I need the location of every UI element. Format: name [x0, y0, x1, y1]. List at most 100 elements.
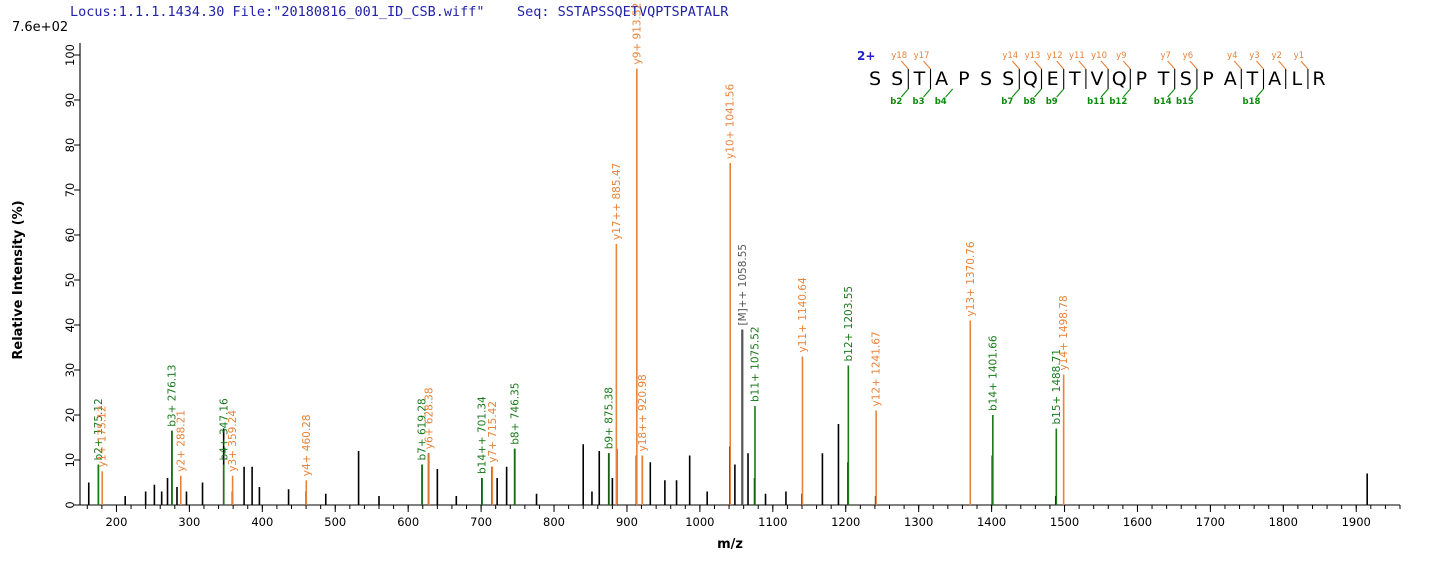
b-ion-label: b11 — [1087, 97, 1105, 104]
precursor-charge-label: 2+ — [857, 49, 875, 63]
y-ion-label: y2 — [1271, 51, 1281, 61]
y-ion-label: y3 — [1249, 51, 1259, 61]
residue-letter: A — [1268, 68, 1281, 90]
peak-label: b14+ 1401.66 — [987, 335, 999, 411]
residue-letter: S — [1180, 68, 1192, 90]
y-ion-tick — [1233, 60, 1242, 70]
residue-letter: Q — [1023, 68, 1038, 90]
y-ion-label: y7 — [1160, 51, 1170, 61]
residue-letter: S — [1002, 68, 1014, 90]
y-tick-label: 80 — [63, 138, 77, 153]
peak-label: b2+ 175.12 — [93, 398, 105, 460]
y-ion-label: y14 — [1002, 51, 1018, 61]
x-tick-label: 1200 — [831, 515, 860, 529]
residue-letter: A — [1224, 68, 1237, 90]
peak-label: b9+ 875.38 — [604, 387, 616, 449]
b-ion-label: b8 — [1024, 97, 1036, 104]
b-ion-tick — [945, 88, 954, 98]
y-ion-label: y12 — [1047, 51, 1063, 61]
y-ion-label: y17 — [914, 51, 930, 61]
b-ion-tick — [1167, 88, 1176, 98]
peak-label: y3+ 359.24 — [227, 410, 239, 472]
x-tick-label: 700 — [470, 515, 492, 529]
residue-letter: P — [1136, 68, 1147, 90]
y-ion-tick — [1278, 60, 1287, 70]
x-tick-label: 1500 — [1050, 515, 1079, 529]
b-ion-label: b7 — [1001, 97, 1013, 104]
x-tick-label: 800 — [543, 515, 565, 529]
y-tick-label: 20 — [63, 408, 77, 423]
x-tick-label: 1800 — [1269, 515, 1298, 529]
peak-label: b3+ 276.13 — [166, 365, 178, 427]
b-ion-label: b3 — [913, 97, 925, 104]
peak-label: y10+ 1041.56 — [725, 84, 737, 159]
peak-label: y1+ 175.12 — [97, 405, 109, 467]
b-ion-label: b4 — [935, 97, 947, 104]
y-ion-label: y9 — [1116, 51, 1126, 61]
x-tick-label: 1700 — [1196, 515, 1225, 529]
b-ion-tick — [1011, 88, 1020, 98]
y-ion-label: y6 — [1183, 51, 1193, 61]
y-ion-label: y10 — [1091, 51, 1107, 61]
peak-label: b7+ 619.28 — [417, 398, 429, 460]
x-tick-label: 1600 — [1123, 515, 1152, 529]
y-tick-label: 0 — [63, 501, 77, 508]
y-ion-tick — [923, 60, 931, 70]
peak-label: y4+ 460.28 — [301, 414, 313, 476]
base-peak-scale-label: 7.6e+02 — [12, 20, 69, 35]
y-ion-tick — [1011, 60, 1020, 70]
b-ion-label: b12 — [1109, 97, 1127, 104]
x-tick-label: 1900 — [1342, 515, 1371, 529]
y-tick-label: 100 — [63, 44, 77, 66]
b-ion-label: b9 — [1046, 97, 1058, 104]
y-ion-tick — [900, 60, 909, 70]
b-ion-tick — [900, 88, 909, 98]
peak-label: [M]++ 1058.55 — [737, 244, 749, 326]
b-ion-tick — [923, 88, 931, 98]
peak-label: b8+ 746.35 — [509, 383, 521, 445]
x-tick-label: 400 — [251, 515, 273, 529]
residue-letter: P — [958, 68, 969, 90]
x-tick-label: 1300 — [904, 515, 933, 529]
peak-label: y18++ 920.98 — [637, 374, 649, 451]
spectrum-header: Locus:1.1.1.1434.30 File:"20180816_001_I… — [0, 4, 1436, 26]
y-tick-label: 90 — [63, 93, 77, 108]
peak-label: y14+ 1498.78 — [1058, 295, 1070, 370]
peak-label: b14++ 701.34 — [477, 396, 489, 474]
residue-letter: P — [1202, 68, 1213, 90]
b-ion-label: b14 — [1154, 97, 1172, 104]
locus-file-seq-text: Locus:1.1.1.1434.30 File:"20180816_001_I… — [70, 4, 729, 20]
b-ion-tick — [1189, 88, 1198, 98]
residue-letter: R — [1312, 68, 1325, 90]
residue-letter: T — [1068, 68, 1081, 90]
y-axis-title: Relative Intensity (%) — [11, 200, 26, 359]
peak-label: b11+ 1075.52 — [749, 326, 761, 402]
peak-label: y17++ 885.47 — [611, 163, 623, 240]
y-ion-tick — [1034, 60, 1042, 70]
x-axis-title: m/z — [717, 537, 743, 552]
y-ion-tick — [1056, 60, 1065, 70]
residue-letter: S — [869, 68, 881, 90]
residue-letter: A — [935, 68, 948, 90]
y-ion-tick — [1167, 60, 1176, 70]
b-ion-label: b15 — [1176, 97, 1194, 104]
peak-label: y2+ 288.21 — [175, 410, 187, 472]
y-ion-tick — [1189, 60, 1198, 70]
b-ion-tick — [1056, 88, 1065, 98]
b-ion-label: b18 — [1243, 97, 1261, 104]
peak-label: y7+ 715.42 — [487, 401, 499, 463]
x-tick-label: 200 — [105, 515, 127, 529]
b-ion-tick — [1100, 88, 1109, 98]
y-ion-tick — [1100, 60, 1109, 70]
b-ion-tick — [1256, 88, 1264, 98]
b-ion-tick — [1034, 88, 1042, 98]
y-ion-label: y18 — [891, 51, 907, 61]
x-tick-label: 300 — [178, 515, 200, 529]
y-ion-label: y13 — [1025, 51, 1041, 61]
peak-label: y11+ 1140.64 — [797, 277, 809, 352]
x-tick-label: 1000 — [685, 515, 714, 529]
